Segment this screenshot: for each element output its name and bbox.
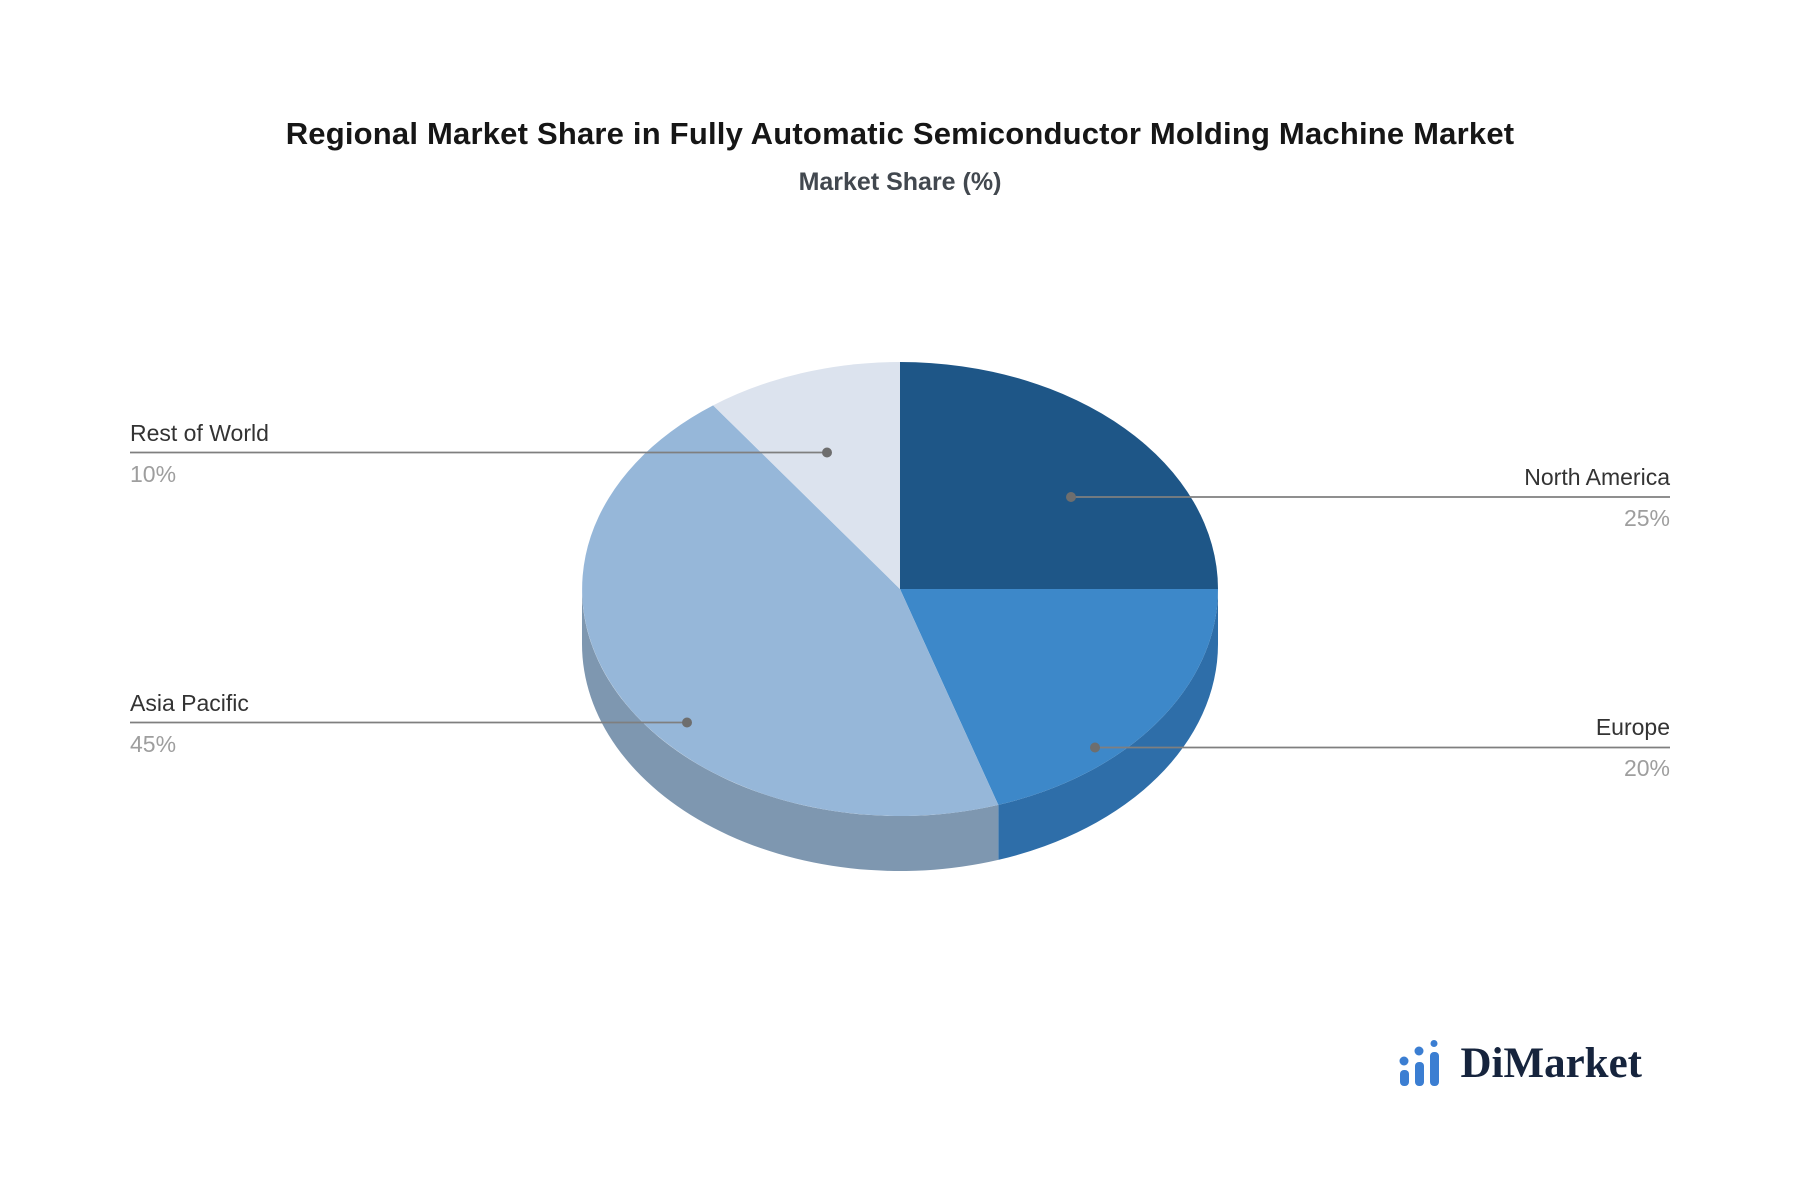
- brand-logo-text: DiMarket: [1460, 1040, 1643, 1087]
- bar-chart-icon: [1399, 1040, 1439, 1086]
- callout-value: 20%: [1623, 755, 1670, 781]
- callout-rest-of-world: Rest of World 10%: [130, 419, 269, 488]
- pie-slice-europe[interactable]: [900, 589, 1218, 805]
- chart-title: Regional Market Share in Fully Automatic…: [285, 116, 1515, 151]
- pie-slice-asia-pacific[interactable]: [582, 405, 999, 816]
- pie-slice-rest-of-world[interactable]: [713, 362, 900, 589]
- leader-dot-europe: [1090, 742, 1100, 753]
- callout-asia-pacific: Asia Pacific 45%: [130, 689, 249, 758]
- leader-dot-north-america: [1066, 492, 1076, 502]
- pie-slice-side-europe: [998, 589, 1218, 860]
- callout-north-america: North America 25%: [1524, 463, 1670, 532]
- leader-dot-asia-pacific: [682, 717, 692, 728]
- callout-label: Rest of World: [130, 420, 269, 446]
- callout-value: 10%: [130, 461, 177, 487]
- callout-label: Europe: [1595, 714, 1670, 740]
- callout-value: 25%: [1623, 505, 1670, 531]
- leader-dot-rest-of-world: [822, 447, 832, 458]
- callout-label: Asia Pacific: [130, 690, 249, 716]
- callout-value: 45%: [130, 731, 177, 757]
- pie-slice-north-america[interactable]: [900, 362, 1218, 589]
- callout-label: North America: [1524, 464, 1670, 490]
- brand-logo: DiMarket: [1396, 1040, 1643, 1088]
- callout-europe: Europe 20%: [1596, 713, 1670, 782]
- chart-subtitle: Market Share (%): [798, 168, 1002, 196]
- pie-slice-side-asia-pacific: [582, 589, 999, 872]
